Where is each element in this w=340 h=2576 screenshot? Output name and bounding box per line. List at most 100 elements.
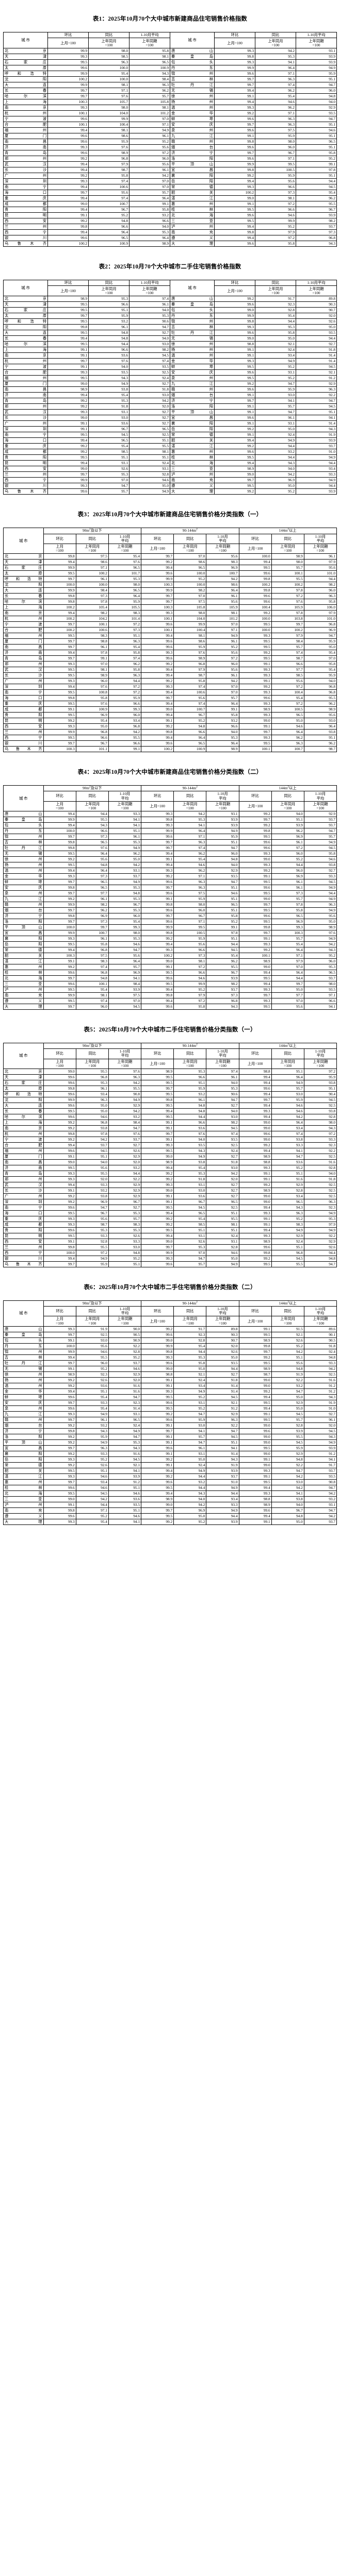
index-value-cell: 99.2 <box>214 296 256 302</box>
index-value-cell: 96.3 <box>271 740 304 747</box>
header-mom-left: 环比 <box>47 280 89 286</box>
index-value-cell: 98.9 <box>238 1337 272 1344</box>
index-value-cell: 94.7 <box>303 828 337 835</box>
index-value-cell: 100.9 <box>129 65 170 72</box>
index-value-cell: 92.4 <box>255 347 297 353</box>
index-value-cell: 99.6 <box>43 1074 76 1080</box>
index-value-cell: 95.9 <box>173 644 207 651</box>
index-value-cell: 92.4 <box>173 1377 207 1383</box>
index-value-cell: 95.4 <box>75 987 109 993</box>
index-value-cell: 92.4 <box>255 432 297 438</box>
index-value-cell: 94.4 <box>206 941 239 948</box>
index-value-cell: 97.1 <box>173 873 207 880</box>
index-value-cell: 96.9 <box>271 873 304 880</box>
index-value-cell: 95.2 <box>75 1456 109 1463</box>
index-value-cell: 96.5 <box>75 839 109 846</box>
index-value-cell: 91.8 <box>173 1176 207 1182</box>
index-value-cell: 95.2 <box>173 1405 207 1412</box>
header-size-large: 144m2以上 <box>238 1300 337 1307</box>
index-value-cell: 99.8 <box>214 229 256 236</box>
city-name-cell: 郑州 <box>3 661 44 668</box>
table-row: 济南 99.4 95.4 93.0 烟台 99.1 93.0 92.2 <box>3 392 337 399</box>
index-value-cell: 99.4 <box>141 565 174 571</box>
index-value-cell: 96.4 <box>173 735 207 741</box>
index-value-cell: 96.0 <box>271 868 304 874</box>
index-value-cell: 93.4 <box>271 1193 304 1199</box>
index-value-cell: 97.0 <box>129 178 170 185</box>
table-row: 锦州 99.9 94.6 92.8 99.8 94.4 92.6 99.7 94.2 92.4 <box>3 1348 337 1355</box>
index-value-cell: 99.5 <box>43 701 76 707</box>
header-base-prevyearmonth-large: 上年同月 =100 <box>271 1316 304 1327</box>
city-name-cell: 岳阳 <box>169 178 215 185</box>
index-value-cell: 94.3 <box>88 375 130 382</box>
city-name-cell: 扬州 <box>3 862 44 869</box>
index-value-cell: 99.0 <box>238 896 272 903</box>
index-value-cell: 97.6 <box>173 650 207 656</box>
table-row: 九江 99.3 94.9 93.1 99.2 94.7 92.9 99.1 94.5 92.7 <box>3 1411 337 1417</box>
index-value-cell: 98.8 <box>238 1068 272 1075</box>
city-name-cell: 太原 <box>3 313 48 319</box>
index-value-cell: 99.0 <box>141 1153 174 1160</box>
index-value-cell: 94.3 <box>296 241 337 247</box>
city-name-cell: 温州 <box>3 868 44 874</box>
index-value-cell: 99.0 <box>141 1187 174 1194</box>
city-name-cell: 西宁 <box>3 477 48 484</box>
index-value-cell: 99.1 <box>238 1215 272 1222</box>
index-value-cell: 99.8 <box>43 553 76 560</box>
index-value-cell: 94.8 <box>75 862 109 869</box>
header-yoy-left: 同比 <box>88 280 130 286</box>
header-base-prevmonth-right: 上月=100 <box>214 285 256 297</box>
index-value-cell: 99.4 <box>47 207 89 213</box>
index-value-cell: 99.3 <box>238 735 272 741</box>
index-value-cell: 99.8 <box>238 924 272 931</box>
index-value-cell: 94.1 <box>206 1445 239 1451</box>
index-value-cell: 97.4 <box>206 1130 239 1137</box>
index-value-cell: 99.3 <box>238 1108 272 1114</box>
table-row: 安庆 99.7 93.3 92.3 99.6 93.1 92.1 99.5 92.9 91.9 <box>3 1399 337 1406</box>
header-avg-small: 1-10月 平均 <box>108 1048 142 1059</box>
index-value-cell: 92.6 <box>271 1337 304 1344</box>
index-value-cell: 99.7 <box>43 1479 76 1485</box>
header-base-prevyearperiod-mid: 上年同期 =100 <box>206 801 239 812</box>
index-value-cell: 96.5 <box>173 565 207 571</box>
index-value-cell: 92.5 <box>129 432 170 438</box>
header-base-prevyearperiod-mid: 上年同期 =100 <box>206 1316 239 1327</box>
index-value-cell: 92.8 <box>271 1422 304 1429</box>
header-mom-right: 环比 <box>214 280 256 286</box>
city-name-cell: 三亚 <box>3 981 44 988</box>
city-name-cell: 昆明 <box>3 718 44 724</box>
index-value-cell: 99.4 <box>238 1079 272 1086</box>
index-value-cell: 99.5 <box>238 1261 272 1267</box>
index-value-cell: 99.2 <box>214 426 256 433</box>
city-name-cell: 宜昌 <box>3 930 44 937</box>
index-value-cell: 98.0 <box>108 930 142 937</box>
city-name-cell: 南昌 <box>3 386 48 393</box>
index-value-cell: 99.2 <box>238 1255 272 1262</box>
index-value-cell: 98.9 <box>238 1238 272 1245</box>
index-value-cell: 93.9 <box>206 1467 239 1474</box>
index-value-cell: 99.7 <box>214 398 256 404</box>
table-row: 南昌 99.0 94.0 92.0 98.9 93.8 91.8 98.8 93.6 91.6 <box>3 1159 337 1165</box>
city-name-cell: 宁波 <box>3 116 48 123</box>
city-name-cell: 温州 <box>3 1382 44 1389</box>
index-value-cell: 95.7 <box>303 834 337 840</box>
index-value-cell: 96.8 <box>173 661 207 668</box>
city-name-cell: 桂林 <box>3 970 44 976</box>
header-base-prevmonth-small: 上月 =100 <box>43 543 76 554</box>
index-value-cell: 99.6 <box>141 1331 174 1338</box>
index-value-cell: 99.4 <box>141 1210 174 1216</box>
header-size-mid: 90-144m2 <box>141 785 239 792</box>
index-value-cell: 99.0 <box>238 1450 272 1457</box>
index-value-cell: 94.6 <box>108 1513 142 1519</box>
index-value-cell: 99.9 <box>255 218 297 225</box>
index-value-cell: 94.3 <box>108 1445 142 1451</box>
index-value-cell: 97.2 <box>173 964 207 971</box>
index-value-cell: 99.3 <box>47 144 89 151</box>
index-value-cell: 96.2 <box>255 88 297 94</box>
index-value-cell: 93.7 <box>108 1136 142 1143</box>
table-row: 广州 99.2 93.8 92.9 99.1 93.6 92.7 99.0 93.4 92.5 <box>3 1193 337 1199</box>
city-name-cell: 武汉 <box>3 409 48 416</box>
index-value-cell: 99.0 <box>238 1439 272 1446</box>
index-value-cell: 98.0 <box>271 559 304 566</box>
table-row: 上海 100.3 105.7 105.8 扬州 99.4 94.6 94.0 <box>3 99 337 106</box>
